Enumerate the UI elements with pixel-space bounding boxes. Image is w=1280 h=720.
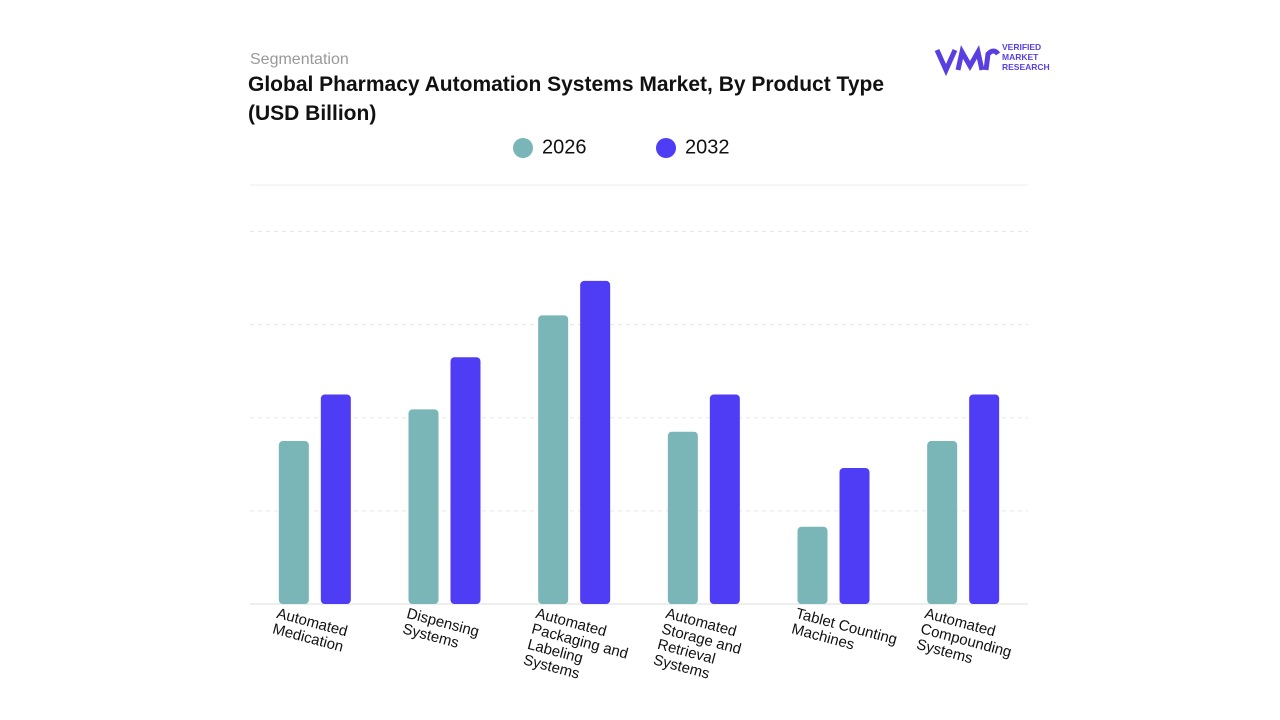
bar [408,409,439,604]
section-label: Segmentation [250,51,349,68]
chart-title: Global Pharmacy Automation Systems Marke… [248,73,884,125]
logo: VERIFIED MARKET RESEARCH [934,42,1050,77]
bar [580,280,611,604]
bar [667,431,698,604]
logo-text: RESEARCH [1002,62,1050,72]
bar [320,394,351,604]
legend-label: 2032 [685,136,730,158]
legend-marker [656,138,676,158]
legend-marker [513,138,533,158]
logo-text: VERIFIED [1002,42,1041,52]
logo-mark [934,45,1001,77]
bar [969,394,1000,604]
bar [538,315,569,604]
bar [278,441,309,604]
legend-label: 2026 [542,136,587,158]
bar [709,394,740,604]
logo-text: MARKET [1002,52,1039,62]
bar [927,441,958,604]
bar [839,468,870,604]
bar [450,357,481,604]
bar [797,526,828,604]
title-box: Global Pharmacy Automation Systems Marke… [248,73,884,125]
